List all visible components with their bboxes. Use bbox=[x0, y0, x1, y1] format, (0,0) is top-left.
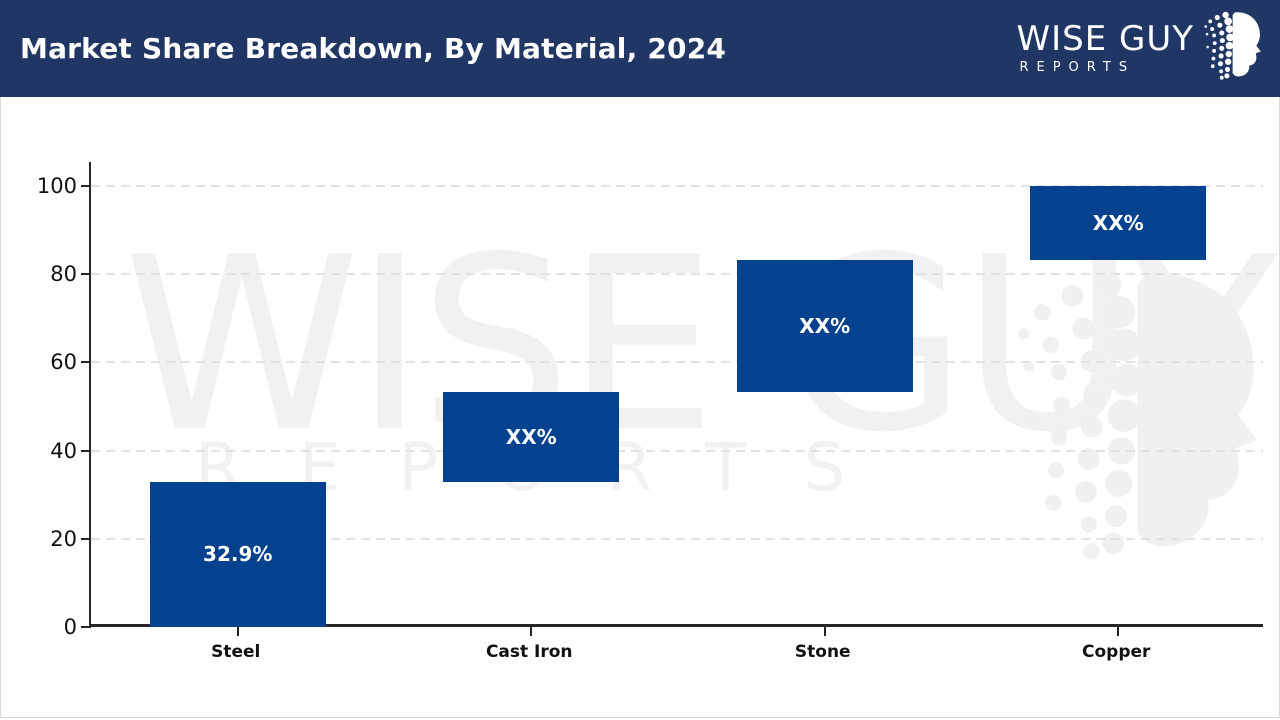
gridline bbox=[91, 449, 1263, 452]
wiseguy-logo: WISE GUY REPORTS bbox=[1016, 9, 1264, 89]
y-axis-tick bbox=[81, 185, 91, 187]
logo-subtitle: REPORTS bbox=[1019, 59, 1136, 75]
gridline bbox=[91, 185, 1263, 187]
y-axis-tick bbox=[81, 273, 91, 276]
y-axis-tick bbox=[81, 537, 91, 540]
bar-value-label: XX% bbox=[799, 313, 851, 338]
y-axis-tick bbox=[81, 626, 91, 628]
x-category-label: Steel bbox=[211, 642, 261, 662]
y-axis-tick bbox=[81, 361, 91, 364]
x-axis-tick bbox=[1117, 627, 1120, 636]
x-category-label: Cast Iron bbox=[485, 642, 573, 662]
gridline bbox=[91, 537, 1263, 540]
header: Market Share Breakdown, By Material, 202… bbox=[0, 0, 1280, 97]
wiseguy-head-icon bbox=[1204, 11, 1261, 80]
logo-text: WISE GUY REPORTS bbox=[1016, 19, 1194, 75]
y-tick-label: 100 bbox=[36, 174, 77, 198]
plot-area: 32.9% XX% XX% XX% bbox=[81, 162, 1263, 636]
gridline bbox=[91, 361, 1263, 364]
bar-stone: XX% bbox=[736, 259, 913, 392]
x-axis-tick bbox=[823, 627, 826, 636]
y-tick-label: 40 bbox=[50, 438, 77, 463]
y-tick-label: 80 bbox=[50, 262, 77, 287]
x-axis-tick bbox=[530, 627, 533, 636]
x-category-label: Stone bbox=[794, 642, 851, 662]
x-category-label: Copper bbox=[1082, 642, 1151, 662]
bar-copper: XX% bbox=[1030, 186, 1207, 260]
bar-value-label: XX% bbox=[505, 424, 557, 449]
gridline bbox=[91, 273, 1263, 276]
bar-value-label: 32.9% bbox=[203, 542, 273, 567]
bar-value-label: XX% bbox=[1092, 210, 1144, 235]
x-axis-tick bbox=[236, 627, 239, 636]
y-tick-label: 20 bbox=[50, 526, 77, 551]
bar-cast-iron: XX% bbox=[443, 391, 620, 482]
page-title: Market Share Breakdown, By Material, 202… bbox=[20, 32, 727, 65]
logo-wordmark: WISE GUY bbox=[1016, 19, 1194, 60]
bar-steel: 32.9% bbox=[149, 481, 326, 627]
y-tick-label: 60 bbox=[50, 350, 77, 375]
logo-head-slot bbox=[1200, 9, 1264, 89]
y-tick-label: 0 bbox=[63, 615, 77, 639]
chart-canvas: WISE GUY REPORTS 32.9%XX%XX%XX% 02040608… bbox=[0, 97, 1280, 718]
y-axis-tick bbox=[81, 449, 91, 452]
